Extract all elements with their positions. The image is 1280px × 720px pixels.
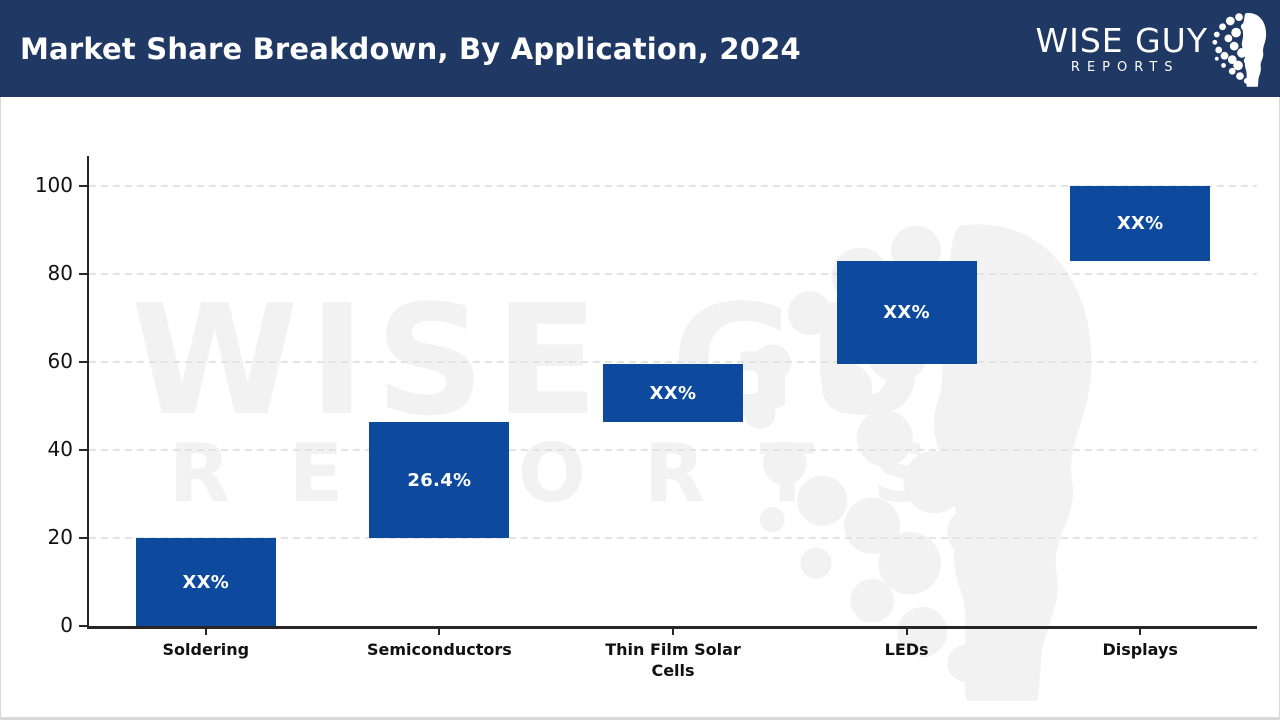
bar-semiconductors: 26.4% [369, 422, 510, 539]
x-category-label: Displays [1102, 640, 1178, 659]
wiseguy-face-icon [1210, 9, 1268, 89]
logo-wordmark: WISE GUY [1035, 20, 1208, 60]
y-tick-0 [79, 625, 87, 627]
x-tick-0 [204, 628, 207, 635]
x-category-label: Semiconductors [367, 640, 512, 659]
x-tick-1 [438, 628, 441, 635]
gridline-y-40 [89, 449, 1257, 452]
bar-soldering: XX% [135, 538, 276, 626]
y-tick-60 [79, 361, 87, 364]
bar-value-label: XX% [883, 302, 930, 324]
page-title: Market Share Breakdown, By Application, … [20, 31, 801, 66]
y-tick-label: 20 [47, 525, 73, 550]
bar-value-label: XX% [182, 571, 230, 593]
x-category-label: Soldering [162, 640, 250, 659]
gridline-y-20 [89, 537, 1257, 540]
chart-panel: WISE GUY REPORTS 0 20 40 60 80 100 XX% Solderin… [0, 97, 1280, 720]
x-category-label: Thin Film Solar Cells [605, 640, 741, 680]
bar-value-label: XX% [1116, 213, 1164, 235]
logo-subtext: REPORTS [1070, 59, 1180, 75]
x-category-label: LEDs [884, 640, 929, 659]
y-tick-label: 100 [34, 173, 73, 198]
gridline-y-80 [89, 273, 1257, 276]
gridline-y-60 [89, 361, 1257, 364]
x-tick-4 [1139, 628, 1142, 635]
y-tick-label: 0 [60, 613, 73, 637]
y-tick-100 [79, 185, 87, 188]
bar-value-label: 26.4% [407, 469, 472, 491]
wiseguy-logo: WISE GUY REPORTS [1035, 5, 1268, 93]
y-tick-20 [79, 537, 87, 540]
wiseguy-logo-text: WISE GUY REPORTS [1035, 20, 1208, 76]
bar-leds: XX% [836, 261, 977, 365]
gridline-y-100 [89, 185, 1257, 188]
y-axis-line [86, 156, 89, 629]
y-tick-label: 60 [47, 349, 73, 374]
y-tick-40 [79, 449, 87, 452]
y-tick-label: 80 [47, 261, 73, 286]
bar-value-label: XX% [649, 382, 697, 404]
plot-area: 0 20 40 60 80 100 XX% Soldering 26.4% Semiconduct… [35, 156, 1257, 680]
x-tick-3 [905, 628, 908, 635]
y-tick-label: 40 [47, 437, 73, 462]
bar-thin-film-solar-cells: XX% [602, 364, 744, 422]
bar-displays: XX% [1070, 186, 1211, 262]
title-bar: Market Share Breakdown, By Application, … [0, 0, 1280, 97]
x-axis-line [86, 626, 1257, 629]
y-tick-80 [79, 273, 87, 276]
x-tick-2 [672, 628, 674, 635]
